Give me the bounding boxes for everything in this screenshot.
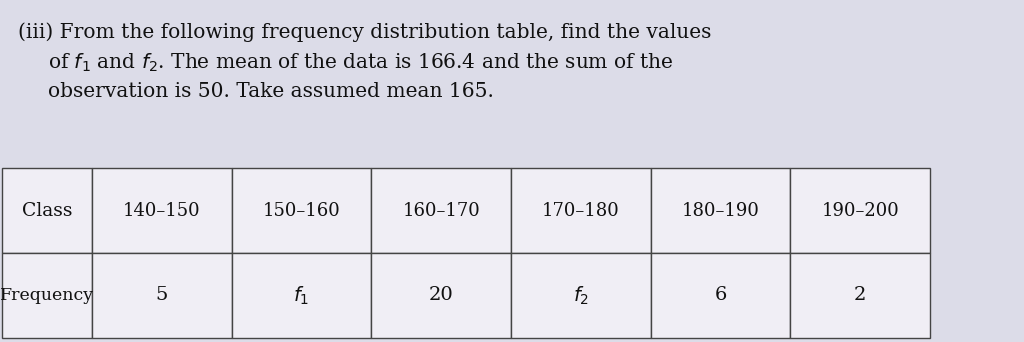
Bar: [791, 168, 930, 253]
Text: 190–200: 190–200: [821, 201, 899, 220]
Bar: [791, 253, 930, 338]
Text: 170–180: 170–180: [542, 201, 620, 220]
Bar: [372, 168, 511, 253]
Bar: [511, 253, 650, 338]
Bar: [231, 253, 372, 338]
Bar: [2, 253, 92, 338]
Text: $f_2$: $f_2$: [572, 284, 589, 307]
Bar: [511, 168, 650, 253]
Text: 180–190: 180–190: [682, 201, 760, 220]
Text: 2: 2: [854, 287, 866, 304]
Bar: [92, 253, 231, 338]
Bar: [650, 168, 791, 253]
Text: 160–170: 160–170: [402, 201, 480, 220]
Bar: [231, 168, 372, 253]
Text: Frequency: Frequency: [0, 287, 94, 304]
Text: 140–150: 140–150: [123, 201, 201, 220]
Text: 150–160: 150–160: [262, 201, 340, 220]
Bar: [92, 168, 231, 253]
Bar: [650, 253, 791, 338]
Text: 5: 5: [156, 287, 168, 304]
Bar: [2, 168, 92, 253]
Text: $f_1$: $f_1$: [294, 284, 309, 307]
Text: observation is 50. Take assumed mean 165.: observation is 50. Take assumed mean 165…: [48, 82, 494, 101]
Text: 6: 6: [715, 287, 727, 304]
Bar: [372, 253, 511, 338]
Text: 20: 20: [429, 287, 454, 304]
Text: (iii) From the following frequency distribution table, find the values: (iii) From the following frequency distr…: [18, 22, 712, 42]
Text: Class: Class: [22, 201, 73, 220]
Text: of $f_1$ and $f_2$. The mean of the data is 166.4 and the sum of the: of $f_1$ and $f_2$. The mean of the data…: [48, 52, 674, 74]
